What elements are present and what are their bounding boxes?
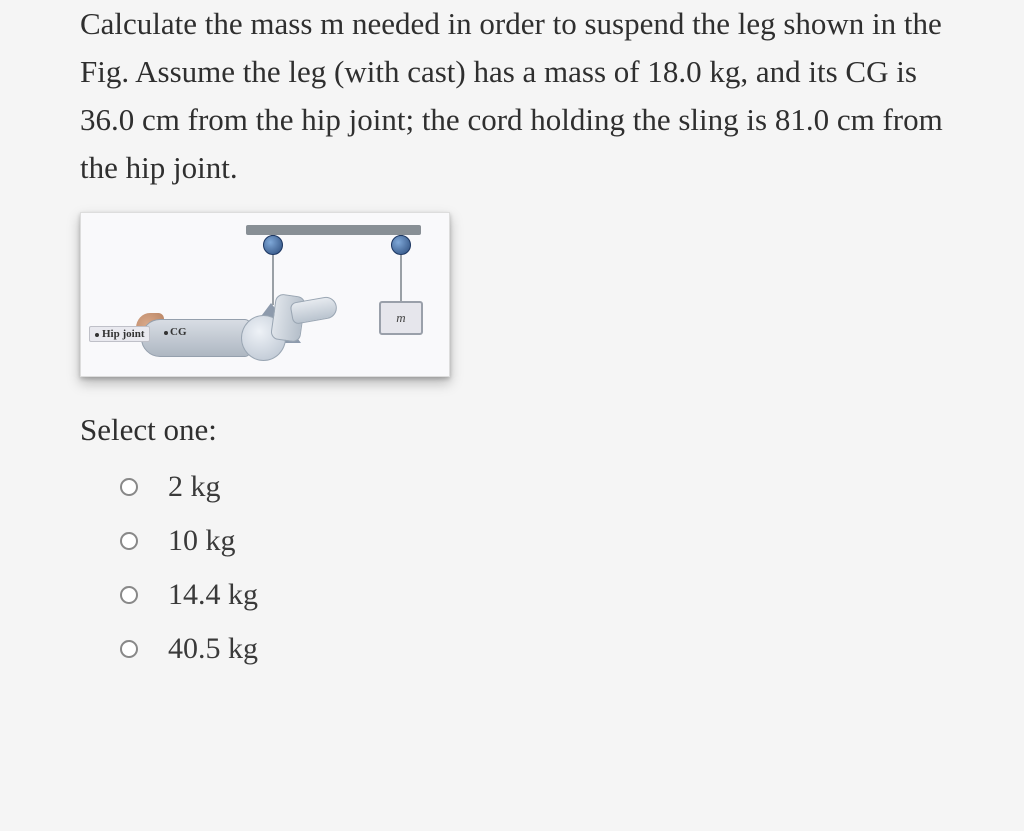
option-row[interactable]: 10 kg bbox=[120, 524, 964, 558]
select-one-label: Select one: bbox=[80, 412, 964, 448]
option-label: 14.4 kg bbox=[168, 578, 258, 612]
option-label: 10 kg bbox=[168, 524, 236, 558]
apparatus-rail bbox=[246, 225, 421, 235]
thigh-cast: CG bbox=[141, 319, 251, 357]
radio-icon[interactable] bbox=[120, 478, 138, 496]
hanging-mass-box: m bbox=[379, 301, 423, 335]
cord-mass bbox=[400, 255, 402, 303]
option-row[interactable]: 2 kg bbox=[120, 470, 964, 504]
options-list: 2 kg 10 kg 14.4 kg 40.5 kg bbox=[80, 470, 964, 666]
cg-label-text: CG bbox=[170, 326, 187, 338]
hip-joint-label: Hip joint bbox=[89, 326, 150, 342]
option-row[interactable]: 14.4 kg bbox=[120, 578, 964, 612]
radio-icon[interactable] bbox=[120, 586, 138, 604]
cg-label: CG bbox=[164, 326, 187, 338]
option-label: 40.5 kg bbox=[168, 632, 258, 666]
radio-icon[interactable] bbox=[120, 532, 138, 550]
figure-leg-sling: CG m Hip joint bbox=[80, 212, 450, 377]
question-text: Calculate the mass m needed in order to … bbox=[80, 0, 964, 192]
pulley-left bbox=[263, 235, 283, 255]
option-row[interactable]: 40.5 kg bbox=[120, 632, 964, 666]
mass-label: m bbox=[396, 310, 405, 326]
pulley-right bbox=[391, 235, 411, 255]
option-label: 2 kg bbox=[168, 470, 221, 504]
radio-icon[interactable] bbox=[120, 640, 138, 658]
cord-sling bbox=[272, 255, 274, 305]
hip-joint-label-text: Hip joint bbox=[102, 328, 144, 340]
leg-cast: CG bbox=[141, 301, 351, 361]
